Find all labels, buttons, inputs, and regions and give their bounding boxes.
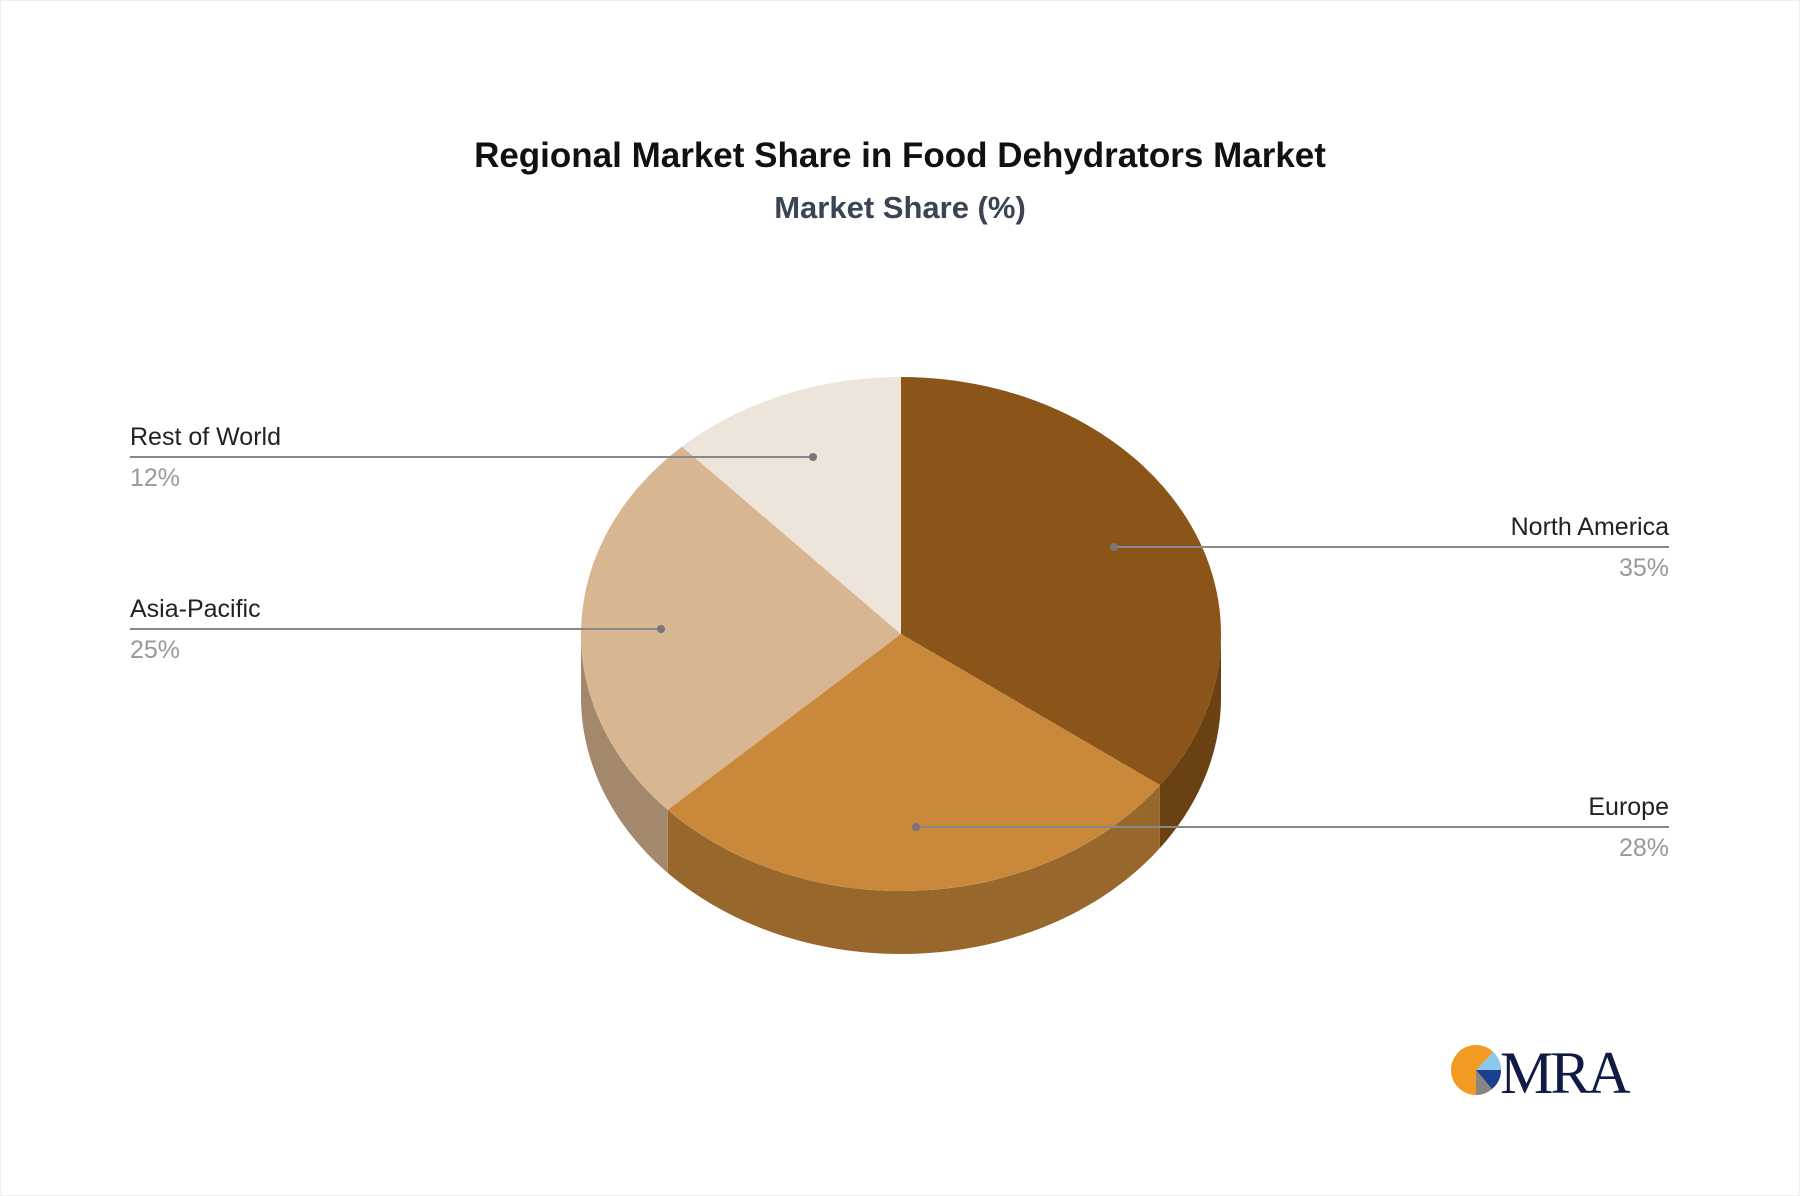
pie-slice-north-america (901, 377, 1221, 786)
leader-dot-europe (912, 823, 920, 831)
pie-side-asia-pacific (581, 634, 668, 873)
pie-side-north-america (1159, 634, 1221, 849)
slice-value-rest-of-world: 12% (130, 464, 180, 492)
pie-slice-asia-pacific (581, 446, 901, 810)
leader-dot-asia-pacific (657, 625, 665, 633)
leader-dot-north-america (1110, 543, 1118, 551)
slice-value-europe: 28% (1619, 834, 1669, 862)
pie-slice-rest-of-world (681, 377, 901, 634)
slice-value-north-america: 35% (1619, 554, 1669, 582)
mra-logo: MRA (1451, 1040, 1633, 1106)
slice-value-asia-pacific: 25% (130, 636, 180, 664)
slice-label-europe: Europe (1588, 793, 1669, 821)
slice-label-north-america: North America (1511, 513, 1669, 541)
svg-text:MRA: MRA (1500, 1040, 1630, 1106)
pie-side-europe (667, 785, 1160, 954)
slice-label-rest-of-world: Rest of World (130, 423, 281, 451)
leader-dot-rest-of-world (809, 453, 817, 461)
chart-title: Regional Market Share in Food Dehydrator… (474, 136, 1326, 175)
chart-subtitle: Market Share (%) (774, 190, 1026, 225)
slice-label-asia-pacific: Asia-Pacific (130, 595, 261, 623)
